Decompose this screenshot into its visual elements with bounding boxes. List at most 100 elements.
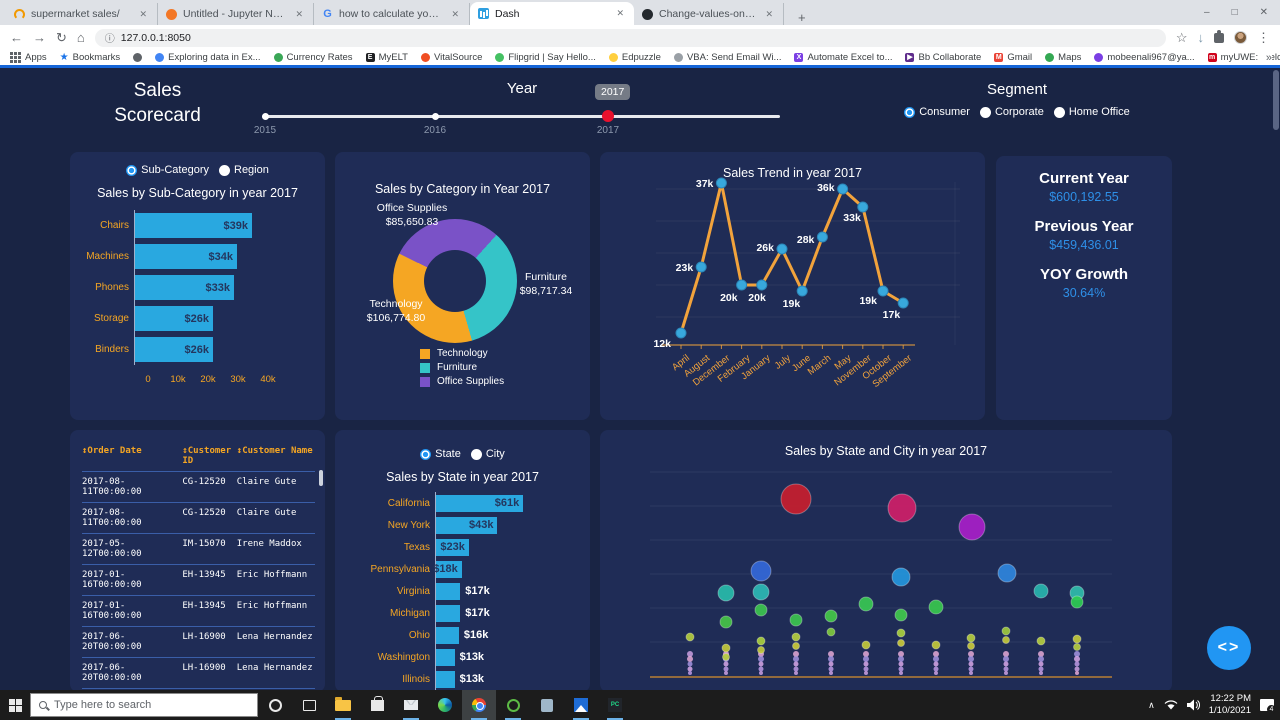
table-row[interactable]: 2017-08-11T00:00:00 CG-12520 Claire Gute: [82, 503, 315, 534]
bookmark-item[interactable]: VitalSource: [420, 52, 482, 63]
subcategory-toggle-option[interactable]: Sub-Category: [126, 164, 209, 176]
bookmark-item[interactable]: Edpuzzle: [608, 52, 661, 63]
slider-mark-dot[interactable]: [432, 113, 439, 120]
radio-icon[interactable]: [1053, 106, 1065, 118]
segment-option[interactable]: Consumer: [904, 106, 970, 118]
state-toggle-option[interactable]: State: [420, 448, 461, 460]
bookmark-item[interactable]: Currency Rates: [273, 52, 353, 63]
pycharm-button[interactable]: PC: [598, 690, 632, 720]
state-toggle-label: City: [485, 448, 505, 460]
slider-track[interactable]: [262, 115, 780, 118]
state-chart: California $61k New York $43k Texas $23k Penns…: [343, 492, 582, 690]
speaker-icon[interactable]: [1186, 699, 1200, 711]
bookmark-item[interactable]: M Gmail: [994, 52, 1032, 63]
tab-close-icon[interactable]: ✕: [451, 8, 459, 19]
bookmark-item[interactable]: X Automate Excel to...: [794, 52, 892, 63]
file-explorer-button[interactable]: [326, 690, 360, 720]
chrome-button[interactable]: [462, 690, 496, 720]
year-slider[interactable]: 2015 2016 2017 2017: [254, 82, 780, 136]
forward-icon[interactable]: →: [33, 30, 46, 45]
tab-close-icon[interactable]: ✕: [295, 8, 303, 19]
edge-button[interactable]: [428, 690, 462, 720]
radio-icon[interactable]: [979, 106, 991, 118]
photos-button[interactable]: [564, 690, 598, 720]
mail-button[interactable]: [394, 690, 428, 720]
column-header[interactable]: ↕Customer ID: [182, 446, 232, 466]
tab-close-icon[interactable]: ✕: [616, 8, 624, 18]
bar-row: Phones $33k: [78, 272, 317, 303]
radio-icon[interactable]: [470, 448, 482, 460]
table-scrollbar[interactable]: [319, 470, 323, 486]
menu-dots-icon[interactable]: ⋮: [1257, 29, 1270, 45]
sort-icon[interactable]: ↕: [182, 446, 188, 456]
table-row[interactable]: 2017-01-16T00:00:00 EH-13945 Eric Hoffmann: [82, 565, 315, 596]
browser-tab[interactable]: Untitled - Jupyter Notebook ✕: [158, 3, 314, 25]
download-icon[interactable]: ↓: [1197, 30, 1205, 45]
bookmarks-overflow-icon[interactable]: »: [1259, 51, 1272, 64]
address-bar[interactable]: ⓘ 127.0.0.1:8050: [94, 28, 1166, 47]
bookmark-item[interactable]: Apps: [10, 52, 47, 63]
start-button[interactable]: [0, 690, 30, 720]
bookmark-item[interactable]: VBA: Send Email Wi...: [673, 52, 781, 63]
table-row[interactable]: 2017-06-20T00:00:00 LH-16900 Lena Hernande…: [82, 627, 315, 658]
bookmark-item[interactable]: mobeenali967@ya...: [1094, 52, 1195, 63]
minimize-button[interactable]: –: [1204, 7, 1210, 18]
table-row[interactable]: 2017-05-12T00:00:00 IM-15070 Irene Maddox: [82, 534, 315, 565]
bookmark-item[interactable]: Flipgrid | Say Hello...: [495, 52, 596, 63]
tab-close-icon[interactable]: ✕: [765, 8, 773, 19]
subcategory-toggle-option[interactable]: Region: [219, 164, 269, 176]
taskbar-clock[interactable]: 12:22 PM 1/10/2021: [1209, 693, 1251, 717]
state-toggle-option[interactable]: City: [470, 448, 505, 460]
bookmark-item[interactable]: ★ Bookmarks: [60, 52, 120, 63]
bookmark-item[interactable]: ▶ Bb Collaborate: [905, 52, 981, 63]
new-tab-button[interactable]: +: [798, 10, 806, 25]
store-button[interactable]: [360, 690, 394, 720]
notification-icon[interactable]: 4: [1260, 699, 1276, 714]
sort-icon[interactable]: ↕: [236, 446, 243, 456]
extensions-icon[interactable]: [1214, 29, 1224, 43]
bookmark-star-icon[interactable]: ☆: [1175, 29, 1188, 45]
segment-option[interactable]: Home Office: [1053, 106, 1130, 118]
table-row[interactable]: 2017-06-20T00:00:00 LH-16900 Lena Hernande…: [82, 658, 315, 689]
browser-tab[interactable]: Dash ✕: [470, 2, 634, 25]
radio-selected-icon[interactable]: [904, 106, 916, 118]
notes-button[interactable]: [530, 690, 564, 720]
bookmark-item[interactable]: [133, 53, 143, 62]
bookmark-item[interactable]: Maps: [1045, 52, 1081, 63]
slider-mark-dot[interactable]: [262, 113, 269, 120]
reload-icon[interactable]: ↻: [56, 29, 67, 45]
column-header[interactable]: ↕Customer Name: [236, 446, 313, 456]
page-scrollbar[interactable]: [1272, 70, 1280, 688]
bookmark-item[interactable]: E MyELT: [365, 52, 408, 63]
task-view-button[interactable]: [292, 690, 326, 720]
taskbar-search[interactable]: Type here to search: [30, 693, 258, 717]
tab-close-icon[interactable]: ✕: [139, 8, 147, 19]
wifi-icon[interactable]: [1164, 699, 1178, 711]
radio-selected-icon[interactable]: [420, 448, 432, 460]
bookmark-item[interactable]: Exploring data in Ex...: [155, 52, 261, 63]
home-icon[interactable]: ⌂: [76, 30, 85, 45]
scrollbar-thumb[interactable]: [1273, 70, 1279, 130]
browser-tab[interactable]: supermarket sales/ ✕: [6, 3, 158, 25]
radio-icon[interactable]: [219, 164, 230, 176]
back-icon[interactable]: ←: [10, 30, 23, 45]
site-info-icon[interactable]: ⓘ: [104, 34, 115, 45]
cortana-button[interactable]: [258, 690, 292, 720]
tray-chevron-icon[interactable]: ∧: [1148, 699, 1155, 710]
profile-avatar[interactable]: [1234, 31, 1247, 44]
table-row[interactable]: 2017-01-16T00:00:00 EH-13945 Eric Hoffmann: [82, 596, 315, 627]
maximize-button[interactable]: □: [1231, 7, 1238, 18]
browser-tab[interactable]: Change-values-on-cards-dynami ✕: [634, 3, 784, 25]
table-row[interactable]: 2017-08-11T00:00:00 CG-12520 Claire Gute: [82, 472, 315, 503]
segment-label: Corporate: [994, 106, 1044, 118]
close-button[interactable]: ✕: [1259, 7, 1268, 18]
obs-button[interactable]: [496, 690, 530, 720]
column-header[interactable]: ↕Order Date: [82, 446, 142, 456]
radio-selected-icon[interactable]: [126, 164, 138, 176]
carousel-nav-button[interactable]: <>: [1207, 626, 1251, 670]
segment-option[interactable]: Corporate: [979, 106, 1044, 118]
slider-handle[interactable]: [602, 110, 614, 122]
sort-icon[interactable]: ↕: [82, 446, 88, 456]
